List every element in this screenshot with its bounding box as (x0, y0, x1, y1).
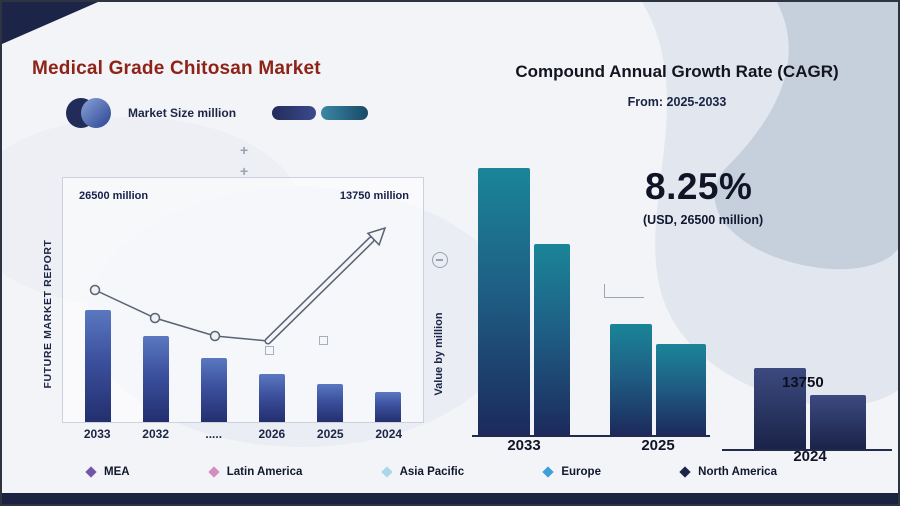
cagr-bar-group (754, 368, 866, 449)
plus-icon: + (240, 163, 249, 179)
x-axis-line (472, 435, 710, 437)
legend-diamond-icon (542, 466, 555, 478)
legend-diamond-icon (85, 466, 97, 478)
cagr-bar-group (478, 168, 570, 435)
legend-label: Europe (561, 466, 601, 478)
market-size-icon (66, 98, 112, 128)
x-axis-label: 2033 (83, 427, 111, 441)
cagr-chart: 2033 2025 2024 13750 (470, 160, 892, 465)
x-axis-label: 2024 (375, 427, 403, 441)
square-icon (319, 336, 328, 345)
legend-diamond-icon (380, 466, 393, 478)
legend-item-north-america: North America (679, 466, 777, 478)
legend-label: Latin America (226, 466, 303, 478)
x-axis-label: 2025 (316, 427, 344, 441)
decorative-bracket (604, 284, 644, 298)
region-legend: MEA Latin America Asia Pacific Europe North … (85, 466, 777, 478)
legend-label: MEA (104, 466, 130, 478)
x-axis-label: ..... (205, 427, 223, 441)
legend-item-asia-pacific: Asia Pacific (380, 466, 465, 478)
left-x-axis: 2033 2032..... 2026 2025 2024 (62, 427, 424, 441)
cagr-bar (610, 324, 652, 435)
legend-label: Asia Pacific (399, 466, 465, 478)
value-label-13750: 13750 (782, 374, 824, 391)
legend-item-europe: Europe (542, 466, 601, 478)
cagr-subtitle: From: 2025-2033 (627, 95, 727, 109)
cagr-bar-group (610, 324, 706, 435)
cagr-bars (470, 168, 892, 449)
cagr-bar (478, 168, 530, 435)
x-axis-label: 2032 (142, 427, 169, 441)
legend-diamond-icon (679, 466, 691, 478)
x-axis-label: 2025 (641, 437, 675, 454)
right-y-axis-label: Value by million (433, 312, 445, 396)
market-size-bar (375, 392, 401, 422)
legend-label: North America (698, 466, 777, 478)
market-size-bar (85, 310, 111, 422)
market-size-bar (201, 358, 227, 422)
max-value-label: 26500 million (79, 190, 149, 202)
x-axis-line (722, 449, 892, 451)
bottom-bar (2, 493, 898, 504)
market-size-bars (63, 176, 423, 422)
end-value-label: 13750 million (339, 190, 409, 202)
market-size-label: Market Size million (128, 106, 237, 120)
left-y-axis-label: FUTURE MARKET REPORT (42, 239, 54, 389)
market-size-bar (317, 384, 343, 422)
market-size-bar (259, 374, 285, 422)
scale-pill-icon (272, 106, 368, 120)
cagr-value: 8.25% (645, 166, 753, 207)
market-size-chart: 26500 million 13750 million (62, 177, 424, 423)
cagr-title: Compound Annual Growth Rate (CAGR) (515, 62, 839, 81)
x-axis-label: 2026 (258, 427, 286, 441)
cagr-usd-label: (USD, 26500 million) (643, 213, 764, 227)
x-axis-label: 2033 (507, 437, 541, 454)
trend-arrow (89, 226, 387, 345)
plus-icon: + (240, 142, 249, 158)
legend-diamond-icon (208, 466, 220, 478)
legend-item-latin-america: Latin America (208, 466, 303, 478)
square-icon (265, 346, 274, 355)
cagr-bar (534, 244, 570, 435)
market-size-bar (143, 336, 169, 422)
market-title: Medical Grade Chitosan Market (32, 58, 321, 79)
cagr-bar (754, 368, 806, 449)
cagr-bar (656, 344, 706, 435)
legend-item-mea: MEA (85, 466, 130, 478)
cagr-bar (810, 395, 866, 449)
corner-accent (2, 2, 98, 44)
circle-minus-icon (432, 252, 448, 268)
